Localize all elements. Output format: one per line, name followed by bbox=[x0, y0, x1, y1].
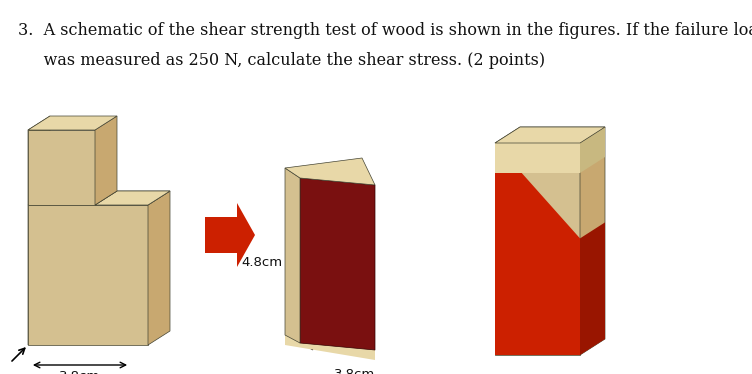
Polygon shape bbox=[495, 127, 605, 143]
Text: was measured as 250 N, calculate the shear stress. (2 points): was measured as 250 N, calculate the she… bbox=[18, 52, 545, 69]
Polygon shape bbox=[28, 205, 148, 345]
Polygon shape bbox=[285, 158, 375, 185]
Text: 3.8cm: 3.8cm bbox=[59, 370, 101, 374]
Polygon shape bbox=[95, 191, 117, 205]
Polygon shape bbox=[495, 127, 605, 143]
Polygon shape bbox=[205, 203, 255, 267]
Polygon shape bbox=[28, 116, 50, 345]
Polygon shape bbox=[300, 178, 375, 350]
Text: 3.  A schematic of the shear strength test of wood is shown in the figures. If t: 3. A schematic of the shear strength tes… bbox=[18, 22, 752, 39]
Polygon shape bbox=[95, 191, 170, 205]
Polygon shape bbox=[495, 143, 580, 173]
Polygon shape bbox=[495, 143, 580, 355]
Polygon shape bbox=[95, 116, 117, 205]
Polygon shape bbox=[495, 203, 580, 355]
Polygon shape bbox=[285, 168, 300, 343]
Polygon shape bbox=[580, 127, 605, 173]
Polygon shape bbox=[580, 127, 605, 355]
Polygon shape bbox=[580, 223, 605, 355]
Polygon shape bbox=[28, 130, 95, 205]
Text: 3.8cm: 3.8cm bbox=[335, 368, 376, 374]
Polygon shape bbox=[495, 143, 580, 355]
Text: 4.8cm: 4.8cm bbox=[242, 255, 283, 269]
Polygon shape bbox=[285, 335, 375, 360]
Polygon shape bbox=[148, 191, 170, 345]
Polygon shape bbox=[28, 116, 117, 130]
Polygon shape bbox=[28, 191, 170, 205]
